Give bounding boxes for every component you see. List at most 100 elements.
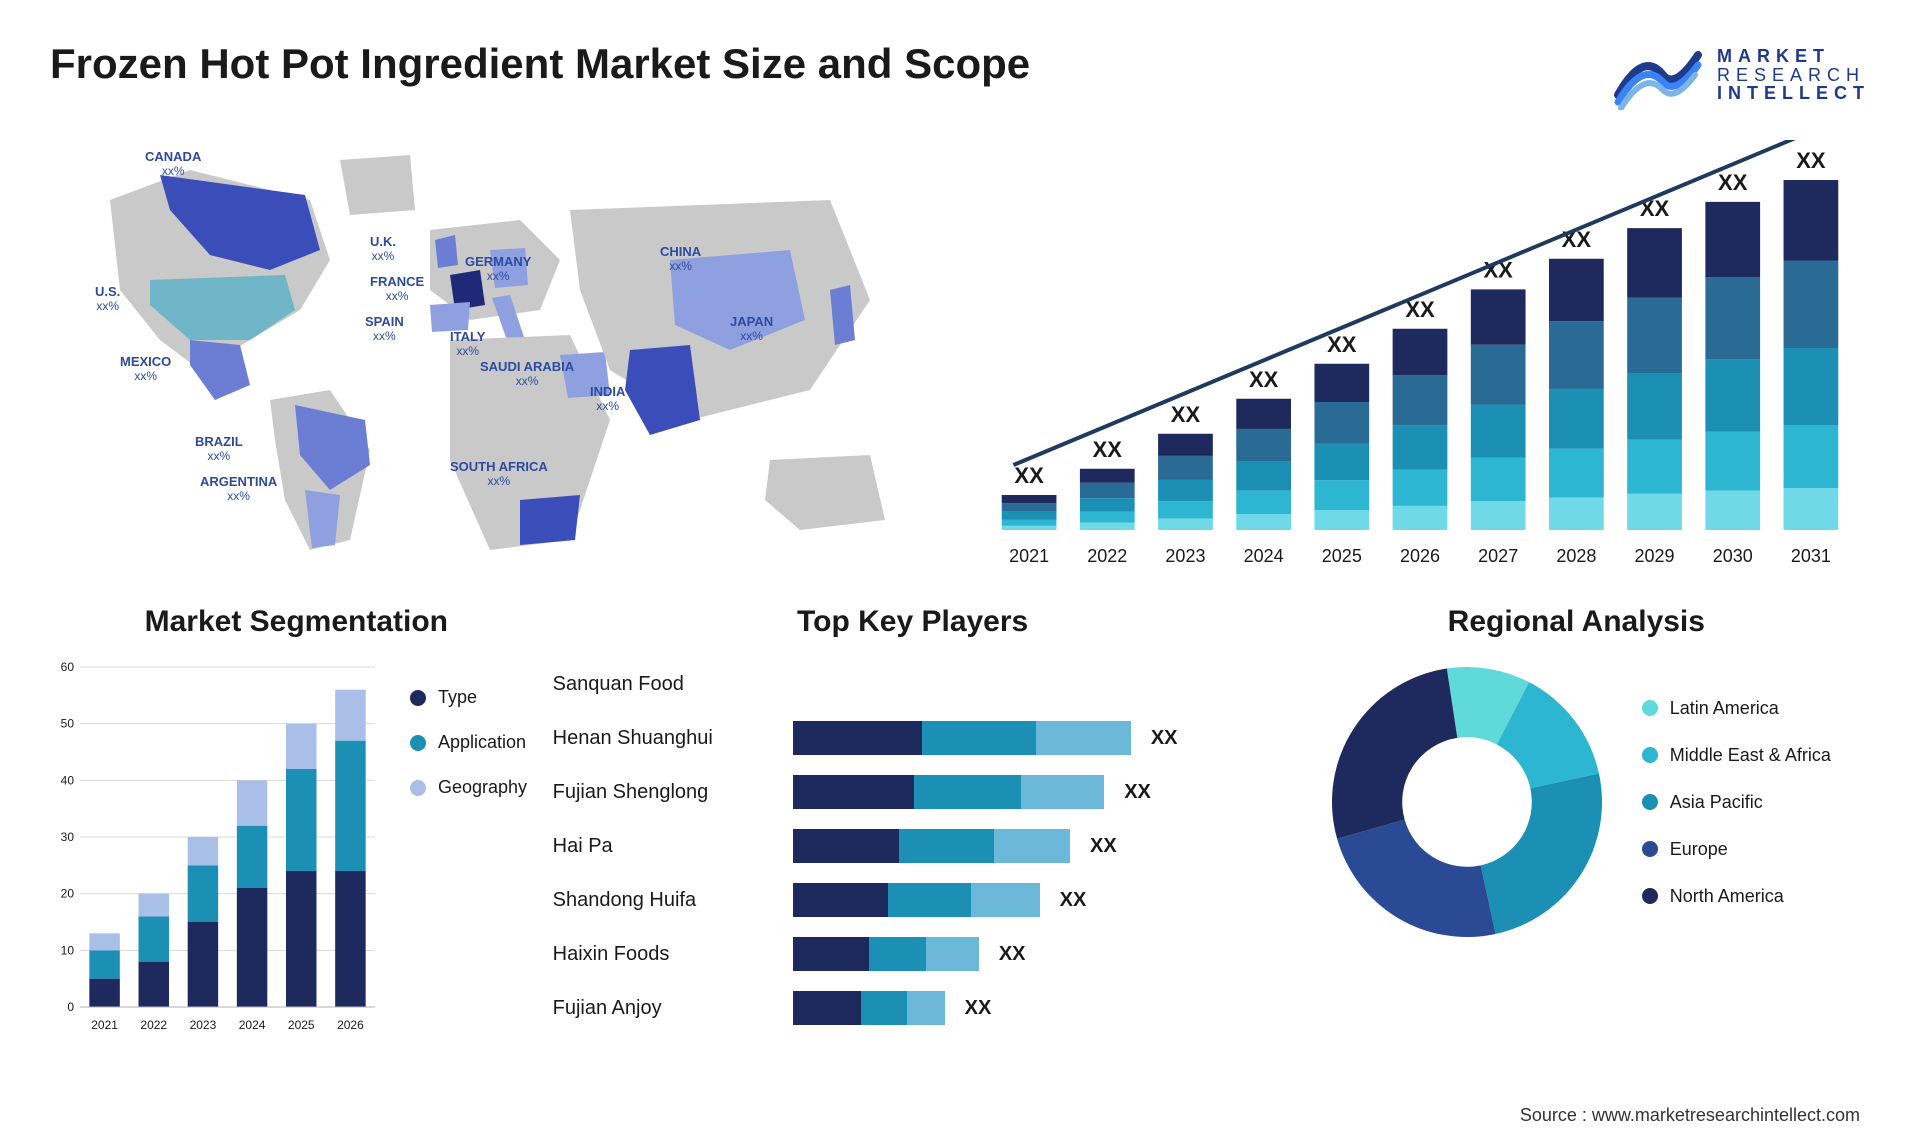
svg-text:XX: XX bbox=[1327, 332, 1357, 357]
legend-dot-icon bbox=[1642, 794, 1658, 810]
world-map: CANADAxx%U.S.xx%MEXICOxx%BRAZILxx%ARGENT… bbox=[50, 140, 930, 570]
map-label-china: CHINAxx% bbox=[660, 245, 701, 274]
kp-bar-seg bbox=[994, 829, 1070, 863]
kp-bar-seg bbox=[971, 883, 1039, 917]
kp-bar-seg bbox=[926, 937, 979, 971]
ra-legend-asia-pacific: Asia Pacific bbox=[1642, 792, 1831, 813]
kp-bar-row: XX bbox=[793, 927, 1273, 981]
svg-text:2026: 2026 bbox=[1400, 546, 1440, 566]
legend-label: Asia Pacific bbox=[1670, 792, 1763, 813]
kp-bar-seg bbox=[907, 991, 945, 1025]
ra-legend-latin-america: Latin America bbox=[1642, 698, 1831, 719]
seg-legend-geography: Geography bbox=[410, 777, 527, 798]
legend-dot-icon bbox=[410, 690, 426, 706]
kp-bar-seg bbox=[793, 721, 922, 755]
svg-text:20: 20 bbox=[61, 887, 75, 901]
kp-bar-seg bbox=[1036, 721, 1131, 755]
kp-bar-seg bbox=[899, 829, 994, 863]
svg-text:50: 50 bbox=[61, 717, 75, 731]
kp-bar-seg bbox=[888, 883, 972, 917]
kp-name: Hai Pa bbox=[553, 819, 773, 873]
source-text: Source : www.marketresearchintellect.com bbox=[1520, 1105, 1860, 1126]
main-forecast-chart: XX2021XX2022XX2023XX2024XX2025XX2026XX20… bbox=[970, 140, 1870, 570]
legend-label: Europe bbox=[1670, 839, 1728, 860]
kp-bar bbox=[793, 829, 1070, 863]
svg-text:XX: XX bbox=[1718, 170, 1748, 195]
kp-name: Sanquan Food bbox=[553, 657, 773, 711]
legend-dot-icon bbox=[1642, 700, 1658, 716]
kp-bar-row: XX bbox=[793, 819, 1273, 873]
regional-title: Regional Analysis bbox=[1283, 605, 1870, 639]
kp-value: XX bbox=[1124, 781, 1151, 804]
svg-text:2024: 2024 bbox=[1244, 546, 1284, 566]
svg-text:60: 60 bbox=[61, 660, 75, 674]
svg-text:2022: 2022 bbox=[1087, 546, 1127, 566]
map-label-italy: ITALYxx% bbox=[450, 330, 485, 359]
kp-bar bbox=[793, 883, 1040, 917]
map-label-brazil: BRAZILxx% bbox=[195, 435, 243, 464]
svg-text:2027: 2027 bbox=[1478, 546, 1518, 566]
page-title: Frozen Hot Pot Ingredient Market Size an… bbox=[50, 40, 1030, 88]
svg-text:2026: 2026 bbox=[337, 1018, 364, 1032]
ra-legend-north-america: North America bbox=[1642, 886, 1831, 907]
kp-bar-seg bbox=[793, 775, 915, 809]
kp-bar-seg bbox=[1021, 775, 1105, 809]
kp-name: Fujian Anjoy bbox=[553, 981, 773, 1035]
map-label-mexico: MEXICOxx% bbox=[120, 355, 171, 384]
legend-label: Latin America bbox=[1670, 698, 1779, 719]
svg-text:10: 10 bbox=[61, 943, 75, 957]
svg-text:2023: 2023 bbox=[1165, 546, 1205, 566]
kp-name: Haixin Foods bbox=[553, 927, 773, 981]
ra-legend-middle-east---africa: Middle East & Africa bbox=[1642, 745, 1831, 766]
legend-label: North America bbox=[1670, 886, 1784, 907]
kp-bar-seg bbox=[861, 991, 907, 1025]
kp-bar-row: XX bbox=[793, 765, 1273, 819]
kp-bar-row: XX bbox=[793, 873, 1273, 927]
svg-text:2030: 2030 bbox=[1713, 546, 1753, 566]
legend-dot-icon bbox=[1642, 747, 1658, 763]
kp-bar bbox=[793, 721, 1131, 755]
svg-text:0: 0 bbox=[67, 1000, 74, 1014]
kp-bar-seg bbox=[869, 937, 926, 971]
kp-bar-seg bbox=[922, 721, 1036, 755]
kp-value: XX bbox=[1151, 727, 1178, 750]
kp-name: Fujian Shenglong bbox=[553, 765, 773, 819]
logo-line2: RESEARCH bbox=[1717, 66, 1870, 85]
kp-bar bbox=[793, 775, 1105, 809]
kp-name: Henan Shuanghui bbox=[553, 711, 773, 765]
kp-value: XX bbox=[965, 997, 992, 1020]
kp-bar-row bbox=[793, 657, 1273, 711]
legend-label: Middle East & Africa bbox=[1670, 745, 1831, 766]
key-players-panel: Top Key Players Sanquan FoodHenan Shuang… bbox=[553, 605, 1273, 1105]
map-label-south-africa: SOUTH AFRICAxx% bbox=[450, 460, 548, 489]
map-label-france: FRANCExx% bbox=[370, 275, 424, 304]
segmentation-title: Market Segmentation bbox=[50, 605, 543, 639]
svg-text:2021: 2021 bbox=[91, 1018, 118, 1032]
svg-text:2025: 2025 bbox=[288, 1018, 315, 1032]
seg-legend-type: Type bbox=[410, 687, 527, 708]
kp-value: XX bbox=[999, 943, 1026, 966]
map-label-spain: SPAINxx% bbox=[365, 315, 404, 344]
svg-text:XX: XX bbox=[1014, 463, 1044, 488]
kp-value: XX bbox=[1090, 835, 1117, 858]
svg-text:30: 30 bbox=[61, 830, 75, 844]
segmentation-panel: Market Segmentation 0 10 20 30 40 50 60 2021 202… bbox=[50, 605, 543, 1105]
ra-legend-europe: Europe bbox=[1642, 839, 1831, 860]
svg-text:2025: 2025 bbox=[1322, 546, 1362, 566]
kp-name: Shandong Huifa bbox=[553, 873, 773, 927]
svg-text:XX: XX bbox=[1796, 148, 1826, 173]
logo: MARKET RESEARCH INTELLECT bbox=[1613, 40, 1870, 110]
kp-bar-row: XX bbox=[793, 711, 1273, 765]
svg-text:XX: XX bbox=[1249, 367, 1279, 392]
svg-text:2029: 2029 bbox=[1635, 546, 1675, 566]
svg-text:2023: 2023 bbox=[190, 1018, 217, 1032]
map-label-u-s-: U.S.xx% bbox=[95, 285, 120, 314]
kp-bar-seg bbox=[793, 991, 861, 1025]
svg-text:XX: XX bbox=[1093, 437, 1123, 462]
legend-dot-icon bbox=[410, 780, 426, 796]
svg-text:40: 40 bbox=[61, 773, 75, 787]
svg-text:XX: XX bbox=[1171, 402, 1201, 427]
key-players-title: Top Key Players bbox=[553, 605, 1273, 639]
kp-bar-seg bbox=[793, 883, 888, 917]
map-label-argentina: ARGENTINAxx% bbox=[200, 475, 277, 504]
